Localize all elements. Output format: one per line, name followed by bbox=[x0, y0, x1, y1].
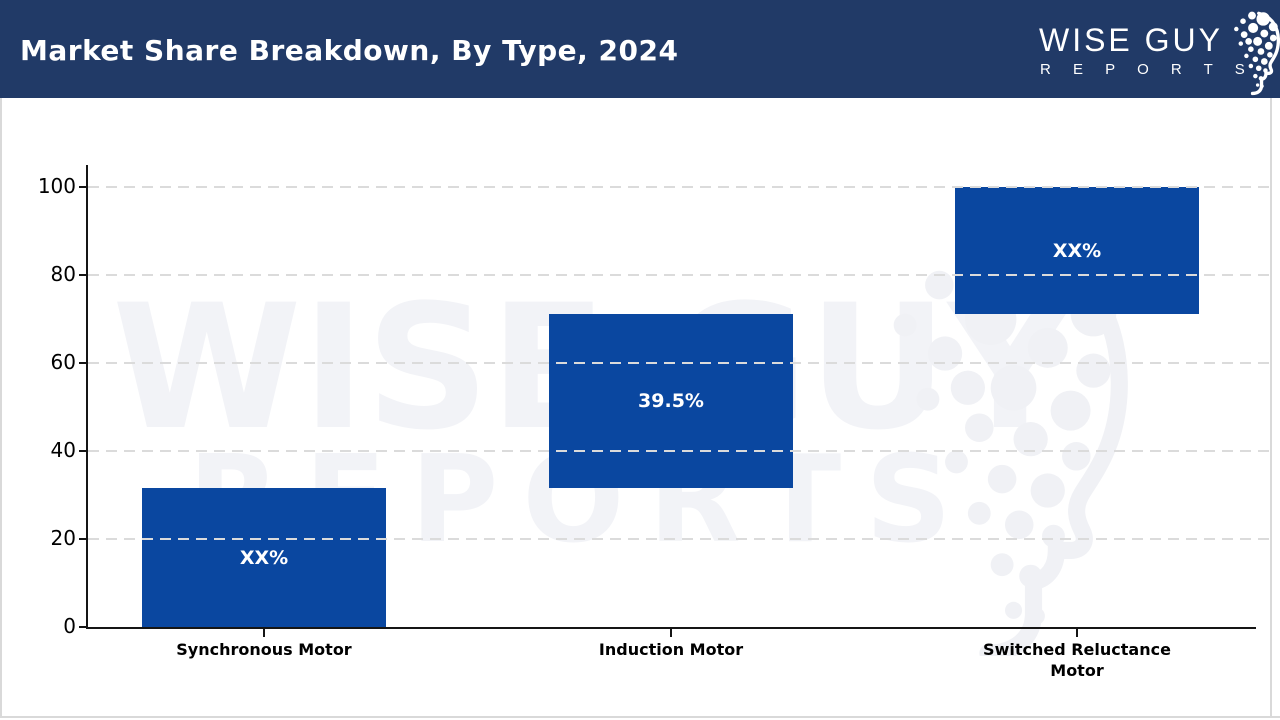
gridline-20 bbox=[88, 538, 1272, 540]
bar-induction-motor: 39.5% bbox=[549, 314, 793, 488]
y-tick bbox=[79, 362, 87, 364]
gridline-60 bbox=[88, 362, 1272, 364]
y-tick bbox=[79, 626, 87, 628]
y-tick-label: 80 bbox=[50, 262, 76, 286]
x-tick bbox=[1076, 629, 1078, 637]
y-tick bbox=[79, 186, 87, 188]
wise-guy-reports-logo: WISE GUY R E P O R T S bbox=[1038, 11, 1280, 98]
frame-border-left bbox=[0, 98, 2, 718]
logo-wordmark: WISE GUY bbox=[1038, 22, 1223, 58]
y-tick bbox=[79, 274, 87, 276]
y-axis-line bbox=[86, 165, 88, 629]
y-tick bbox=[79, 538, 87, 540]
x-tick bbox=[263, 629, 265, 637]
bar-value-label: XX% bbox=[1052, 239, 1102, 262]
y-tick-label: 100 bbox=[37, 174, 76, 198]
bar-synchronous-motor: XX% bbox=[142, 488, 386, 627]
gridline-80 bbox=[88, 274, 1272, 276]
bar-switched-reluctance-motor: XX% bbox=[955, 187, 1199, 314]
header-bar: Market Share Breakdown, By Type, 2024 WI… bbox=[0, 0, 1280, 98]
page-title: Market Share Breakdown, By Type, 2024 bbox=[20, 34, 679, 67]
dotted-head-icon bbox=[1234, 11, 1280, 96]
x-category-label-switched-reluctance-motor: Switched Reluctance Motor bbox=[983, 640, 1171, 680]
x-axis-line bbox=[86, 627, 1256, 629]
frame-border-bottom bbox=[0, 716, 1280, 718]
y-tick-label: 40 bbox=[50, 438, 76, 462]
bar-value-label: 39.5% bbox=[638, 390, 704, 412]
y-tick-label: 20 bbox=[50, 526, 76, 550]
bar-value-label: XX% bbox=[239, 546, 289, 569]
x-tick bbox=[670, 629, 672, 637]
logo-subtitle: R E P O R T S bbox=[1040, 61, 1254, 78]
gridline-100 bbox=[88, 186, 1272, 188]
y-tick-label: 60 bbox=[50, 350, 76, 374]
frame-border-right bbox=[1270, 98, 1272, 718]
y-tick bbox=[79, 450, 87, 452]
x-category-label-induction-motor: Induction Motor bbox=[598, 640, 744, 659]
x-category-label-synchronous-motor: Synchronous Motor bbox=[176, 640, 352, 659]
gridline-40 bbox=[88, 450, 1272, 452]
y-tick-label: 0 bbox=[63, 614, 76, 638]
